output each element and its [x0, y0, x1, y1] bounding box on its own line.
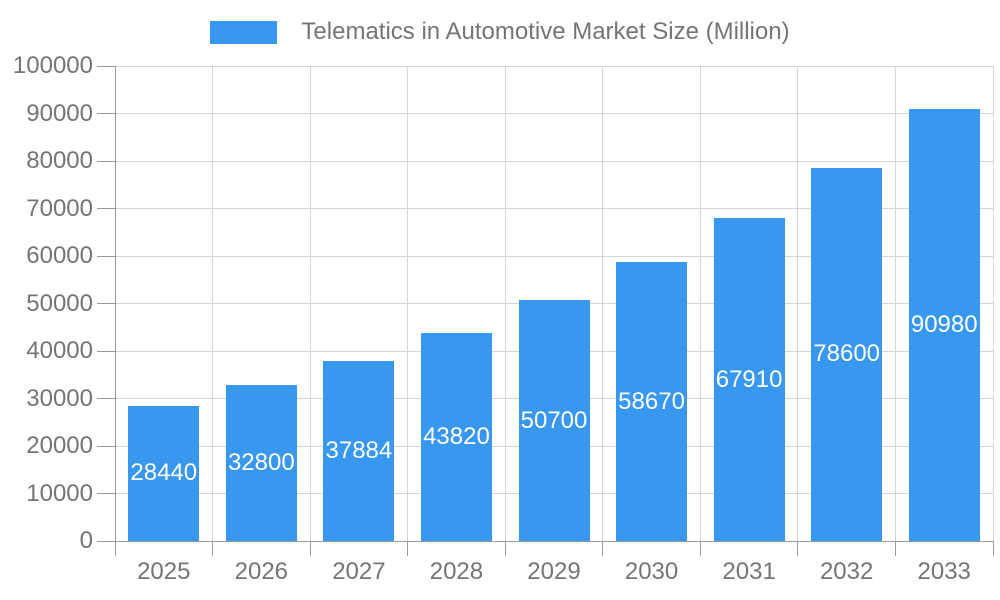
bar-value-label: 28440 — [130, 459, 198, 487]
x-gridline — [797, 66, 799, 541]
y-gridline — [115, 160, 993, 162]
y-gridline — [115, 113, 993, 114]
x-axis-tick — [114, 541, 116, 556]
bar-value-label: 78600 — [813, 340, 881, 368]
x-axis-tick — [992, 541, 994, 556]
bar-value-label: 43820 — [423, 422, 490, 450]
y-axis-tick — [97, 113, 115, 114]
bar-2029[interactable]: 50700 — [518, 300, 590, 541]
x-axis-tick — [309, 541, 311, 556]
bar-value-label: 90980 — [910, 310, 978, 338]
x-gridline — [504, 66, 506, 541]
y-tick-label: 90000 — [26, 99, 93, 127]
x-axis-line — [115, 540, 993, 542]
bar-2033[interactable]: 90980 — [908, 108, 980, 541]
legend[interactable]: Telematics in Automotive Market Size (Mi… — [0, 17, 1000, 47]
x-axis-tick — [504, 541, 506, 556]
y-tick-label: 40000 — [26, 337, 93, 364]
legend-label: Telematics in Automotive Market Size (Mi… — [301, 18, 790, 45]
x-gridline — [894, 66, 896, 541]
y-gridline — [115, 208, 993, 209]
x-tick-label: 2025 — [137, 558, 191, 585]
x-tick-label: 2032 — [819, 558, 874, 585]
y-tick-label: 50000 — [26, 289, 93, 317]
y-axis-line — [114, 66, 116, 541]
bar-value-label: 50700 — [520, 406, 588, 434]
x-tick-label: 2027 — [332, 558, 386, 585]
bar-value-label: 67910 — [715, 365, 783, 393]
x-gridline — [602, 66, 604, 541]
bar-2030[interactable]: 58670 — [616, 262, 688, 541]
bar-2028[interactable]: 43820 — [420, 332, 492, 541]
y-axis-tick — [97, 350, 115, 352]
x-gridline — [212, 66, 214, 541]
y-tick-label: 70000 — [26, 194, 93, 222]
x-tick-label: 2031 — [722, 558, 776, 585]
bar-value-label: 37884 — [325, 437, 393, 465]
x-axis-tick — [894, 541, 896, 556]
y-axis-tick — [97, 540, 115, 542]
x-axis-tick — [602, 541, 604, 556]
x-gridline — [407, 66, 409, 541]
x-gridline — [992, 66, 994, 541]
bar-2025[interactable]: 28440 — [128, 405, 200, 541]
x-tick-label: 2026 — [234, 558, 289, 585]
x-axis-tick — [407, 541, 409, 556]
y-axis-tick — [97, 445, 115, 447]
y-tick-label: 10000 — [26, 479, 93, 507]
bar-2026[interactable]: 32800 — [225, 385, 297, 541]
x-gridline — [309, 66, 311, 541]
bar-2031[interactable]: 67910 — [713, 218, 785, 541]
y-tick-label: 100000 — [12, 52, 93, 79]
bar-value-label: 58670 — [618, 387, 685, 415]
x-axis-tick — [797, 541, 799, 556]
x-gridline — [699, 66, 701, 541]
y-tick-label: 0 — [79, 527, 93, 554]
x-tick-label: 2029 — [527, 558, 581, 585]
y-tick-label: 80000 — [26, 147, 93, 174]
y-tick-label: 30000 — [26, 384, 93, 412]
y-axis-tick — [97, 493, 115, 494]
bar-2032[interactable]: 78600 — [811, 167, 883, 541]
y-axis-tick — [97, 65, 115, 67]
y-tick-label: 60000 — [26, 242, 93, 269]
y-gridline — [115, 65, 993, 67]
x-tick-label: 2030 — [624, 558, 679, 585]
y-tick-label: 20000 — [26, 432, 93, 459]
y-axis-tick — [97, 303, 115, 304]
x-tick-label: 2028 — [429, 558, 484, 585]
legend-swatch — [210, 20, 278, 44]
y-axis-tick — [97, 398, 115, 399]
x-tick-label: 2033 — [917, 558, 971, 585]
bar-value-label: 32800 — [227, 449, 295, 477]
bar-2027[interactable]: 37884 — [323, 361, 395, 541]
y-axis-tick — [97, 160, 115, 162]
x-axis-tick — [699, 541, 701, 556]
y-axis-tick — [97, 255, 115, 257]
x-axis-tick — [212, 541, 214, 556]
y-gridline — [115, 255, 993, 257]
y-axis-tick — [97, 208, 115, 209]
